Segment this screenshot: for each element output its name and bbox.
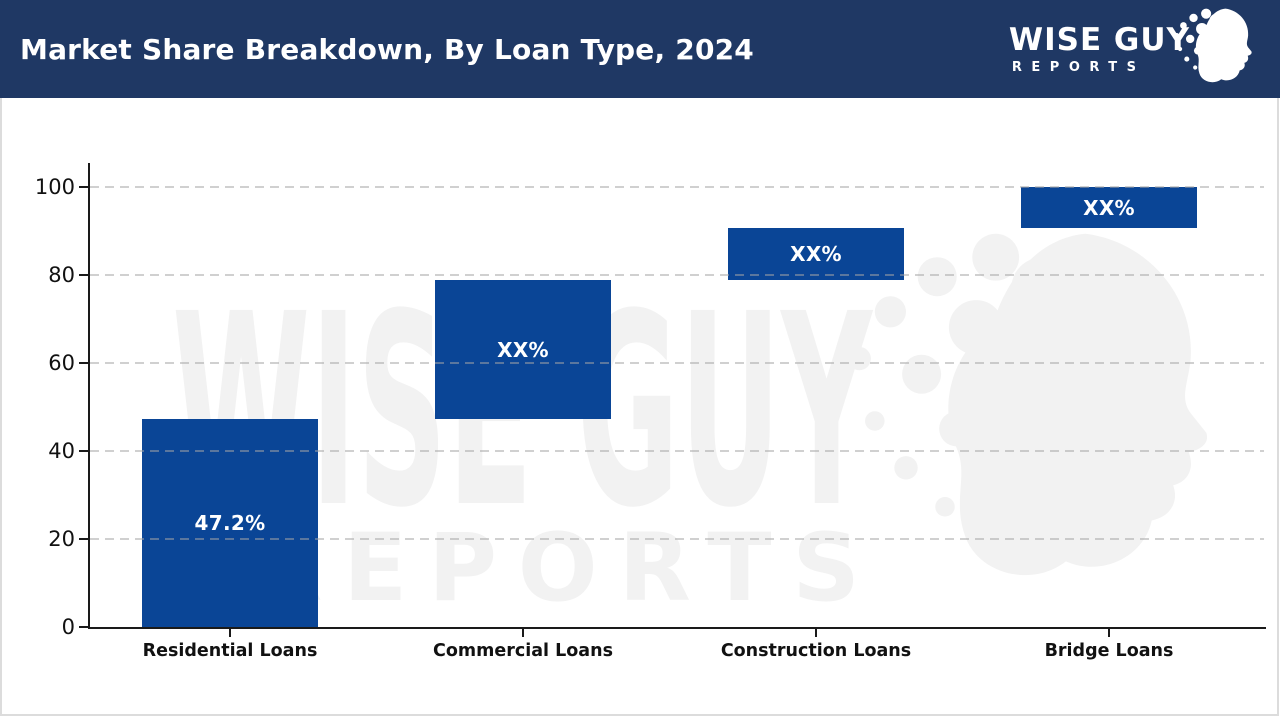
bar: XX% bbox=[435, 279, 611, 420]
logo-text: WISE GUY REPORTS bbox=[1008, 21, 1190, 75]
page-title: Market Share Breakdown, By Loan Type, 20… bbox=[20, 32, 754, 66]
bar: 47.2% bbox=[142, 419, 318, 627]
bar: XX% bbox=[1021, 187, 1197, 229]
bar-value-label: 47.2% bbox=[194, 511, 266, 536]
logo-subtext: REPORTS bbox=[1011, 59, 1146, 75]
bar-value-label: XX% bbox=[1083, 195, 1135, 220]
watermark-face bbox=[847, 233, 1208, 576]
y-tick bbox=[79, 450, 88, 452]
bar-value-label: XX% bbox=[497, 337, 549, 362]
chart-canvas: WISE GUY REPORTS 47.2%Residential LoansX… bbox=[0, 98, 1280, 720]
y-tick bbox=[79, 362, 88, 364]
gridline bbox=[90, 186, 1264, 188]
y-tick-label: 60 bbox=[48, 351, 75, 375]
x-axis-spine bbox=[88, 627, 1266, 629]
gridline bbox=[90, 274, 1264, 276]
y-tick bbox=[79, 538, 88, 540]
gridline bbox=[90, 538, 1264, 540]
logo-wordmark: WISE GUY bbox=[1008, 21, 1190, 58]
category-label: Bridge Loans bbox=[1044, 641, 1174, 661]
wise-guy-logo: WISE GUY REPORTS bbox=[1009, 7, 1262, 91]
y-tick-label: 100 bbox=[34, 175, 75, 199]
y-tick-label: 20 bbox=[48, 527, 75, 551]
category-label: Construction Loans bbox=[720, 641, 912, 661]
category-label: Residential Loans bbox=[142, 641, 318, 661]
y-tick bbox=[79, 186, 88, 188]
y-tick bbox=[79, 626, 88, 628]
x-tick bbox=[229, 629, 231, 637]
bar-value-label: XX% bbox=[790, 242, 842, 267]
y-tick-label: 80 bbox=[48, 263, 75, 287]
gridline bbox=[90, 450, 1264, 452]
x-tick bbox=[815, 629, 817, 637]
gridline bbox=[90, 362, 1264, 364]
x-tick bbox=[522, 629, 524, 637]
bar: XX% bbox=[728, 228, 904, 280]
face-profile-icon bbox=[1174, 8, 1252, 83]
header-bar: Market Share Breakdown, By Loan Type, 20… bbox=[0, 0, 1280, 98]
y-axis-spine bbox=[88, 162, 90, 629]
watermark-subtext: REPORTS bbox=[250, 514, 860, 623]
y-tick-label: 40 bbox=[48, 439, 75, 463]
category-label: Commercial Loans bbox=[433, 641, 613, 661]
x-tick bbox=[1108, 629, 1110, 637]
y-tick-label: 0 bbox=[61, 615, 75, 639]
y-tick bbox=[79, 274, 88, 276]
plot-area: 47.2% Residential Loans XX% Commercial Loan… bbox=[0, 98, 1280, 720]
